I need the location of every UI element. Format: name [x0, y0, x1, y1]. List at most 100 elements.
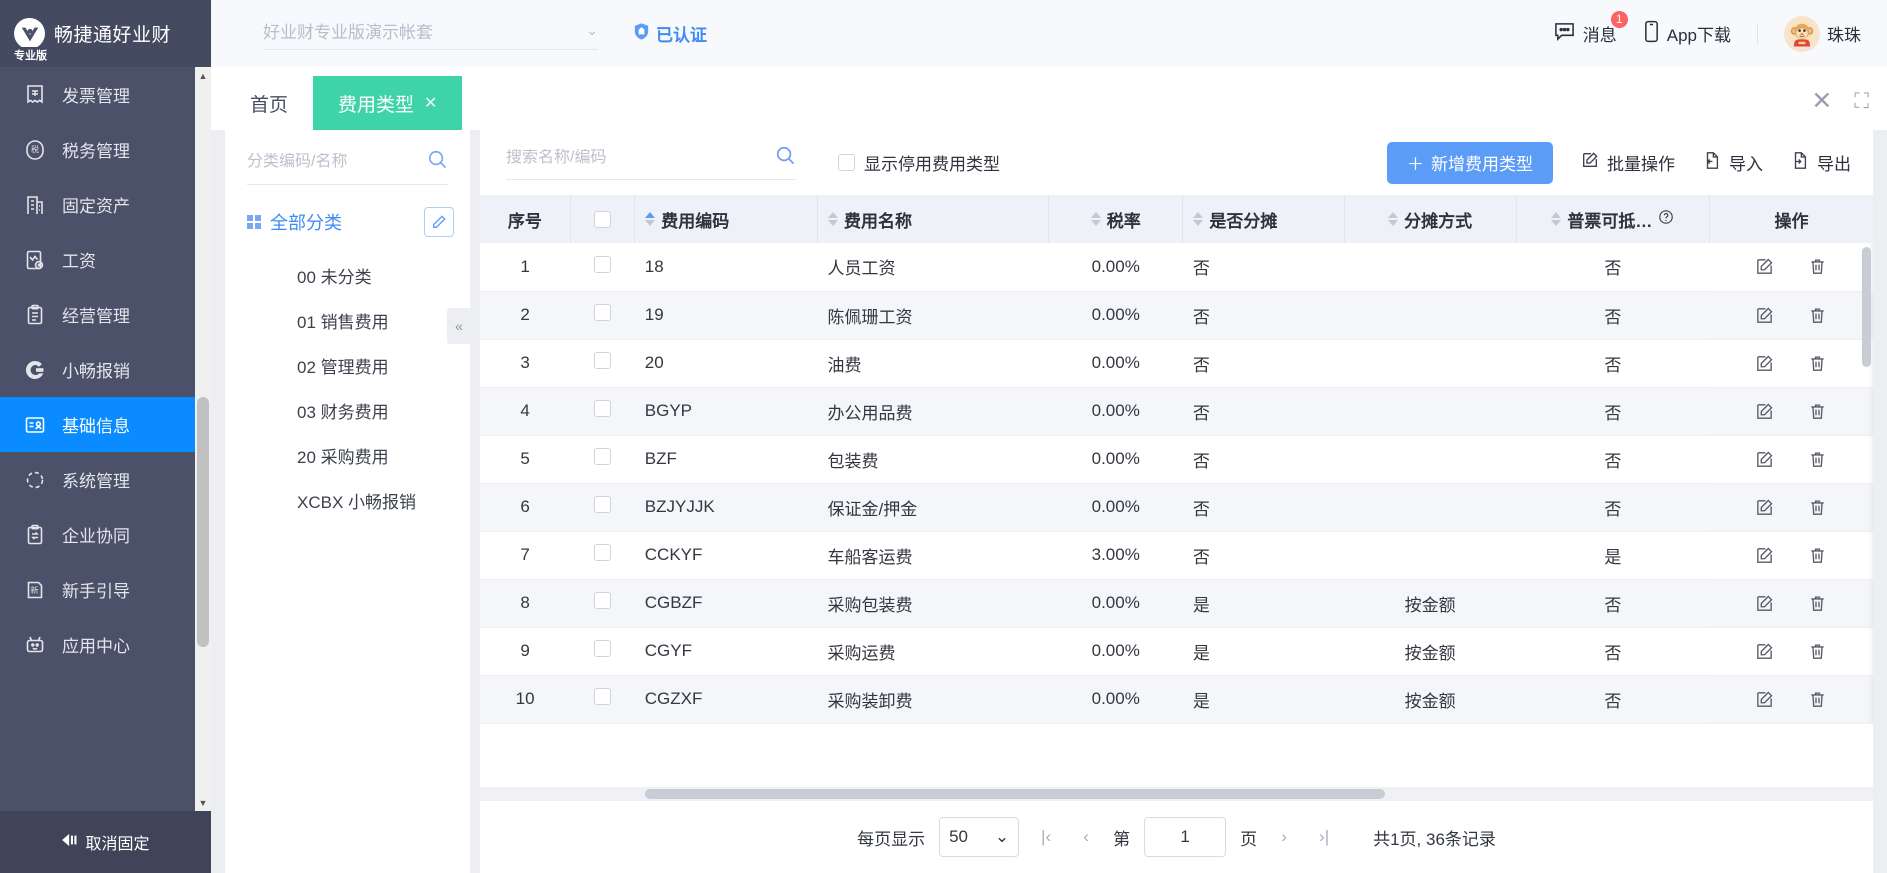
scroll-up-icon[interactable]: ▲	[195, 67, 211, 84]
col-header-select-all[interactable]	[570, 195, 636, 243]
sidebar-item-reimburse[interactable]: 小畅报销	[0, 342, 211, 397]
collapse-left-icon[interactable]: «	[447, 308, 471, 344]
table-row[interactable]: 4 BGYP 办公用品费 0.00% 否 否	[480, 387, 1873, 436]
col-header-share-method[interactable]: 分摊方式	[1344, 195, 1517, 243]
edit-icon[interactable]	[1755, 594, 1774, 613]
per-page-select[interactable]: 50 ⌄	[939, 817, 1020, 857]
account-selector[interactable]: 好业财专业版演示帐套 ⌄	[263, 18, 598, 50]
tab-home[interactable]: 首页	[225, 76, 313, 130]
table-horizontal-scrollbar[interactable]	[480, 787, 1873, 801]
edit-icon[interactable]	[1755, 690, 1774, 709]
category-item[interactable]: 02 管理费用	[297, 358, 389, 377]
sidebar-scrollbar[interactable]: ▲ ▼	[195, 67, 211, 811]
cell-checkbox[interactable]	[570, 483, 635, 532]
sidebar-item-basic-info[interactable]: 基础信息	[0, 397, 211, 452]
sidebar-item-invoice[interactable]: 发票管理	[0, 67, 211, 122]
edit-icon[interactable]	[1755, 642, 1774, 661]
category-search-input[interactable]	[247, 153, 397, 171]
row-checkbox[interactable]	[594, 640, 612, 657]
scroll-down-icon[interactable]: ▼	[195, 794, 211, 811]
export-button[interactable]: 导出	[1791, 150, 1851, 175]
row-checkbox[interactable]	[594, 255, 612, 273]
edit-icon[interactable]	[424, 207, 454, 237]
category-item[interactable]: 01 销售费用	[297, 313, 389, 332]
all-categories-label[interactable]: 全部分类	[270, 213, 342, 233]
import-button[interactable]: 导入	[1703, 150, 1763, 175]
trash-icon[interactable]	[1808, 354, 1827, 373]
expense-search[interactable]	[506, 145, 796, 180]
table-row[interactable]: 8 CGBZF 采购包装费 0.00% 是 按金额 否	[480, 579, 1873, 628]
next-page-icon[interactable]: ›	[1281, 827, 1287, 846]
row-checkbox[interactable]	[594, 496, 612, 513]
col-header-shared[interactable]: 是否分摊	[1182, 195, 1345, 243]
cell-checkbox[interactable]	[570, 387, 635, 436]
last-page-icon[interactable]: ›|	[1319, 827, 1330, 846]
trash-icon[interactable]	[1808, 594, 1827, 613]
col-header-name[interactable]: 费用名称	[817, 195, 1050, 243]
messages-button[interactable]: 消息 1	[1553, 9, 1629, 47]
sidebar-item-tax[interactable]: 税 税务管理	[0, 122, 211, 177]
edit-icon[interactable]	[1755, 450, 1774, 469]
row-checkbox[interactable]	[594, 592, 612, 609]
edit-icon[interactable]	[1755, 402, 1774, 421]
cell-checkbox[interactable]	[570, 675, 635, 724]
table-row[interactable]: 3 20 油费 0.00% 否 否	[480, 339, 1873, 388]
row-checkbox[interactable]	[594, 448, 612, 465]
sidebar-item-fixed-assets[interactable]: 固定资产	[0, 177, 211, 232]
cell-checkbox[interactable]	[570, 579, 635, 628]
cell-checkbox[interactable]	[570, 339, 635, 388]
search-icon[interactable]	[427, 149, 448, 175]
col-header-tax-rate[interactable]: 税率	[1048, 195, 1184, 243]
sidebar-item-app-center[interactable]: 应用中心	[0, 617, 211, 672]
category-item[interactable]: 00 未分类	[297, 268, 372, 287]
table-row[interactable]: 9 CGYF 采购运费 0.00% 是 按金额 否	[480, 627, 1873, 676]
unpin-sidebar-button[interactable]: 取消固定	[0, 811, 211, 873]
trash-icon[interactable]	[1808, 450, 1827, 469]
batch-operation-button[interactable]: 批量操作	[1581, 150, 1675, 175]
sort-icon[interactable]	[1551, 212, 1562, 226]
category-search[interactable]	[247, 149, 448, 185]
verified-badge[interactable]: 已认证	[632, 21, 707, 46]
category-item[interactable]: 20 采购费用	[297, 448, 389, 467]
table-row[interactable]: 2 19 陈佩珊工资 0.00% 否 否	[480, 291, 1873, 340]
sidebar-item-system[interactable]: 系统管理	[0, 452, 211, 507]
sort-icon[interactable]	[1090, 212, 1101, 226]
edit-icon[interactable]	[1755, 354, 1774, 373]
sort-icon[interactable]	[645, 212, 656, 226]
sort-icon[interactable]	[1193, 212, 1204, 226]
sort-icon[interactable]	[827, 212, 838, 226]
trash-icon[interactable]	[1808, 306, 1827, 325]
row-checkbox[interactable]	[594, 304, 612, 321]
prev-page-icon[interactable]: ‹	[1083, 827, 1089, 846]
edit-icon[interactable]	[1755, 257, 1774, 276]
cell-checkbox[interactable]	[570, 627, 635, 676]
sidebar-item-operations[interactable]: 经营管理	[0, 287, 211, 342]
scrollbar-thumb[interactable]	[645, 789, 1385, 799]
row-checkbox[interactable]	[594, 400, 612, 417]
table-row[interactable]: 5 BZF 包装费 0.00% 否 否	[480, 435, 1873, 484]
add-expense-type-button[interactable]: ＋ 新增费用类型	[1387, 141, 1553, 184]
scrollbar-thumb[interactable]	[197, 397, 209, 647]
col-header-code[interactable]: 费用编码	[634, 195, 818, 243]
row-checkbox[interactable]	[594, 544, 612, 561]
tab-expense-type[interactable]: 费用类型 ✕	[313, 76, 463, 130]
table-row[interactable]: 1 18 人员工资 0.00% 否 否	[480, 243, 1873, 292]
table-row[interactable]: 7 CCKYF 车船客运费 3.00% 否 是	[480, 531, 1873, 580]
first-page-icon[interactable]: |‹	[1041, 827, 1052, 846]
category-item[interactable]: XCBX 小畅报销	[297, 493, 417, 512]
edit-icon[interactable]	[1755, 498, 1774, 517]
close-icon[interactable]: ✕	[1811, 87, 1833, 115]
sidebar-item-collaboration[interactable]: 企业协同	[0, 507, 211, 562]
table-vertical-scrollbar[interactable]	[1862, 247, 1871, 367]
trash-icon[interactable]	[1808, 257, 1827, 276]
row-checkbox[interactable]	[594, 352, 612, 369]
search-icon[interactable]	[775, 145, 796, 171]
trash-icon[interactable]	[1808, 546, 1827, 565]
cell-checkbox[interactable]	[570, 435, 635, 484]
cell-checkbox[interactable]	[570, 531, 635, 580]
select-all-checkbox[interactable]	[594, 210, 612, 228]
cell-checkbox[interactable]	[570, 291, 635, 340]
search-input[interactable]	[506, 149, 731, 167]
table-row[interactable]: 6 BZJYJJK 保证金/押金 0.00% 否 否	[480, 483, 1873, 532]
col-header-deductible[interactable]: 普票可抵…	[1516, 195, 1711, 243]
